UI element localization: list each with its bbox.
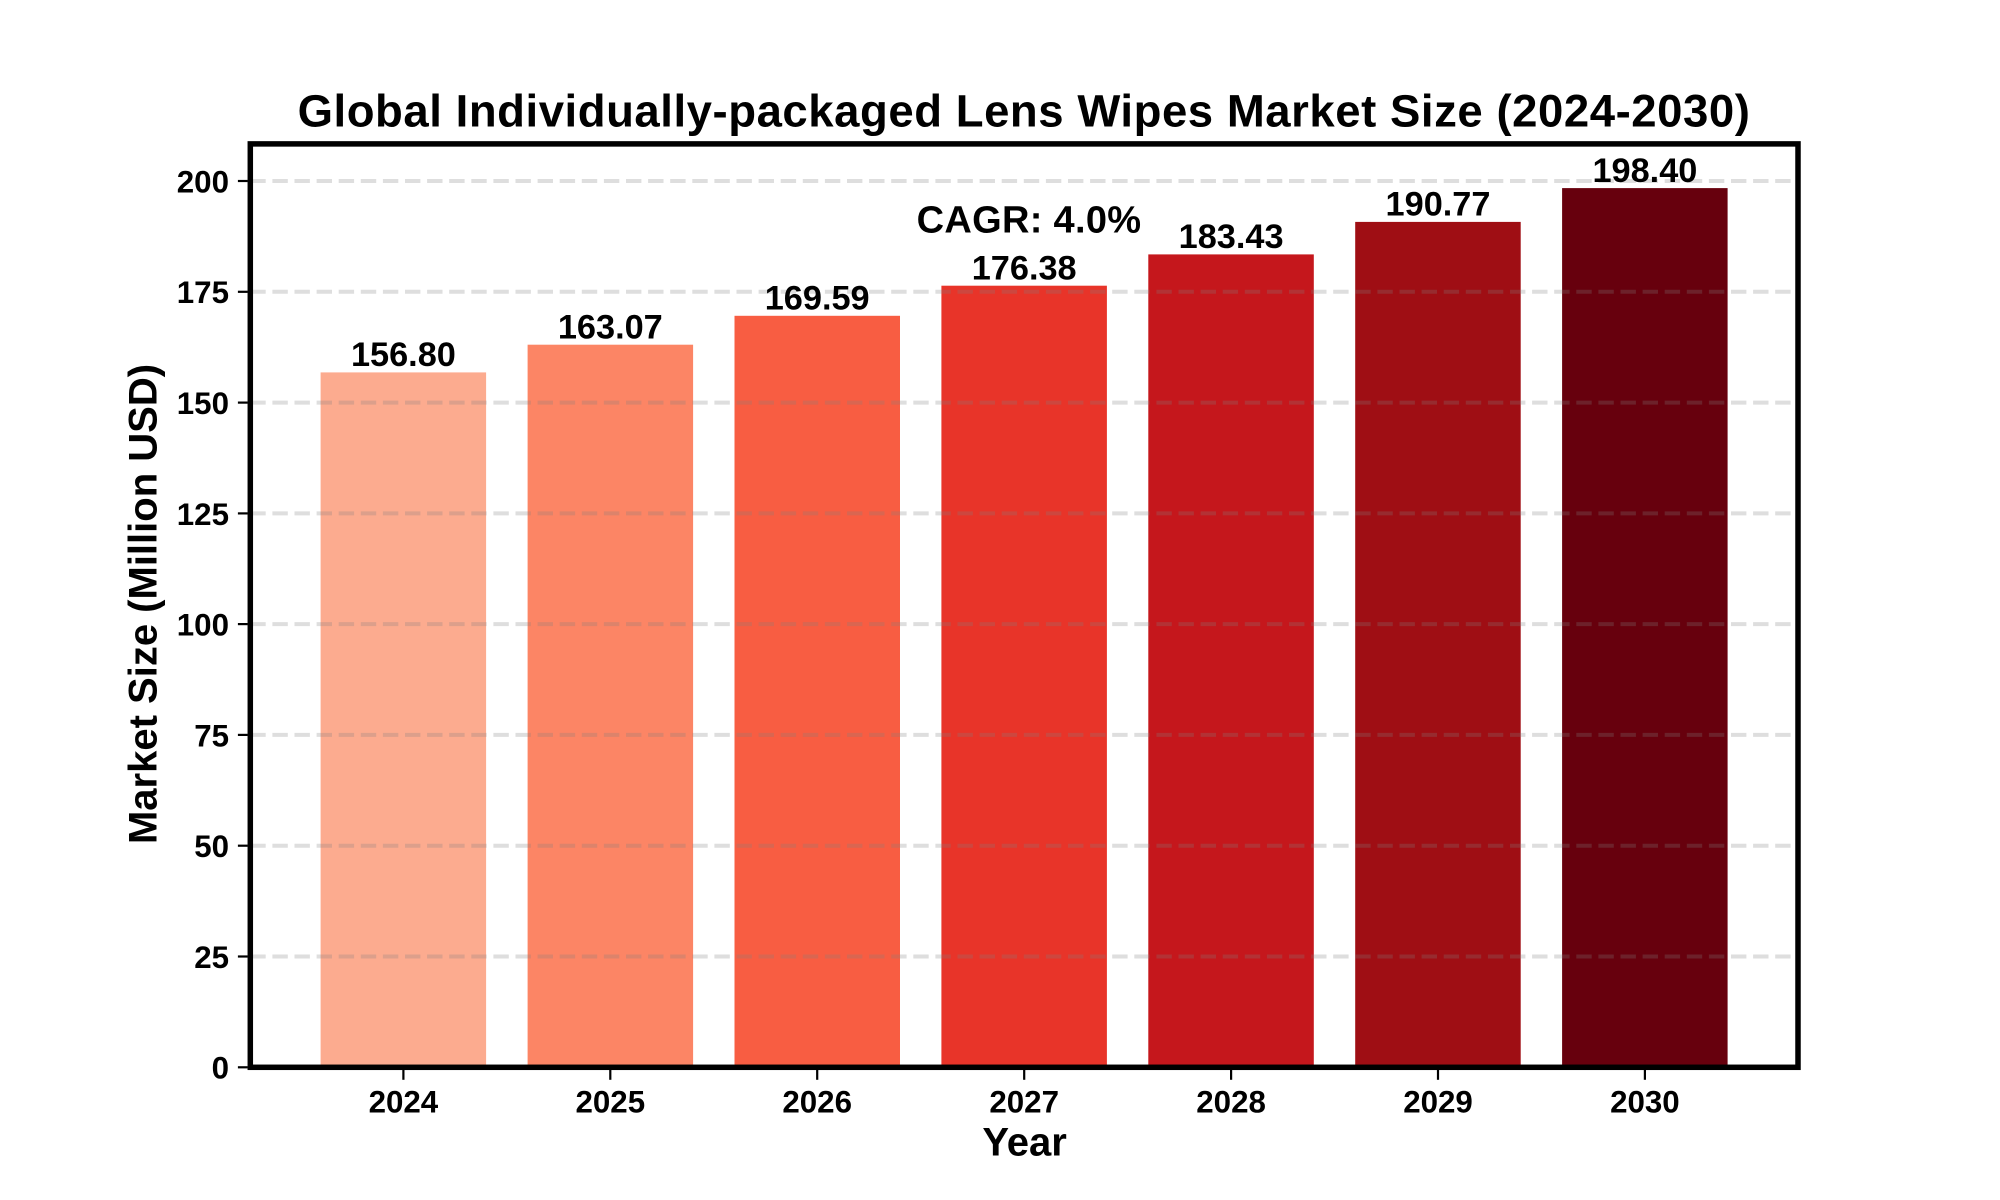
svg-text:Global Individually-packaged L: Global Individually-packaged Lens Wipes …	[298, 86, 1751, 137]
svg-text:2025: 2025	[575, 1085, 645, 1120]
svg-text:2026: 2026	[782, 1085, 852, 1120]
svg-text:175: 175	[177, 275, 229, 310]
svg-text:183.43: 183.43	[1179, 218, 1284, 256]
svg-text:200: 200	[177, 164, 229, 199]
svg-text:75: 75	[194, 718, 229, 753]
svg-text:150: 150	[177, 386, 229, 421]
svg-text:Market Size (Million USD): Market Size (Million USD)	[122, 364, 166, 844]
svg-text:125: 125	[177, 497, 229, 532]
svg-text:169.59: 169.59	[765, 280, 870, 318]
svg-text:190.77: 190.77	[1386, 186, 1491, 224]
svg-text:Year: Year	[982, 1121, 1067, 1165]
svg-text:2029: 2029	[1403, 1085, 1473, 1120]
svg-text:50: 50	[194, 829, 229, 864]
svg-text:2028: 2028	[1196, 1085, 1266, 1120]
svg-text:156.80: 156.80	[351, 336, 456, 374]
svg-text:163.07: 163.07	[558, 308, 663, 346]
svg-text:100: 100	[177, 608, 229, 643]
svg-text:2024: 2024	[369, 1085, 439, 1120]
svg-text:0: 0	[212, 1051, 229, 1086]
svg-text:25: 25	[194, 940, 229, 975]
svg-text:2027: 2027	[989, 1085, 1059, 1120]
svg-text:176.38: 176.38	[972, 249, 1077, 287]
svg-text:CAGR: 4.0%: CAGR: 4.0%	[917, 200, 1142, 242]
svg-text:198.40: 198.40	[1592, 152, 1697, 190]
svg-text:2030: 2030	[1610, 1085, 1680, 1120]
